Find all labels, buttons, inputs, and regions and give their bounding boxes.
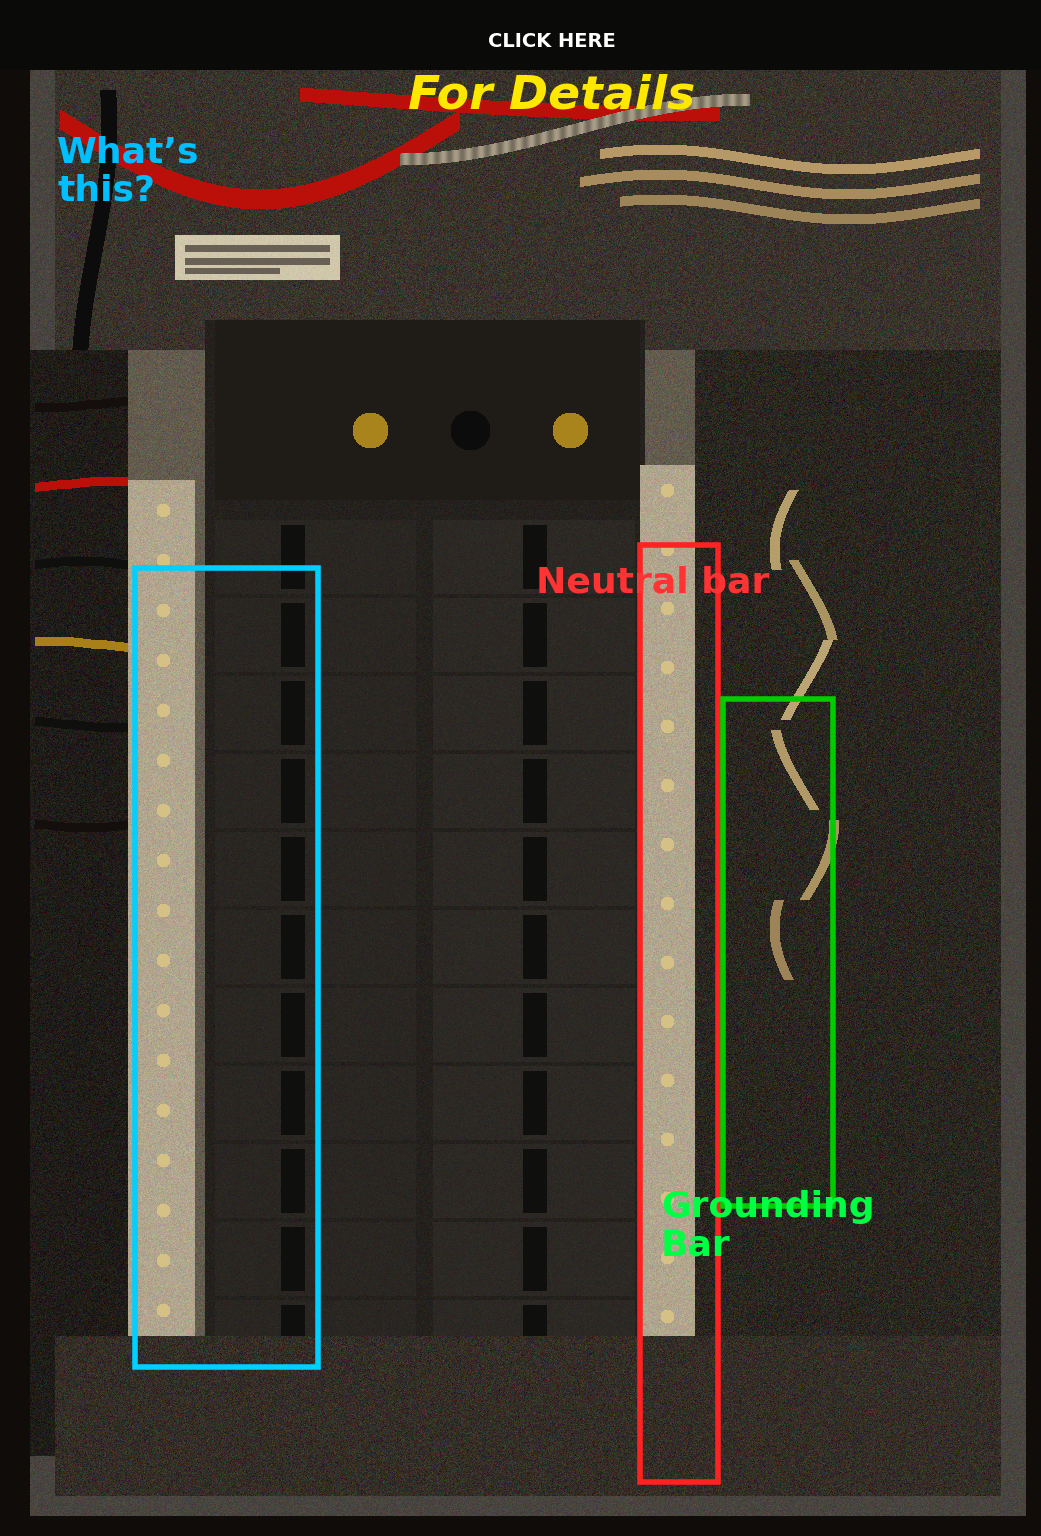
Text: CLICK HERE: CLICK HERE xyxy=(488,32,615,51)
Bar xyxy=(723,699,833,1206)
Text: What’s
this?: What’s this? xyxy=(57,135,200,207)
Bar xyxy=(135,568,318,1367)
Text: For Details: For Details xyxy=(408,74,695,118)
Bar xyxy=(640,545,718,1482)
Text: Grounding
Bar: Grounding Bar xyxy=(661,1190,874,1263)
Text: Neutral bar: Neutral bar xyxy=(536,565,769,599)
